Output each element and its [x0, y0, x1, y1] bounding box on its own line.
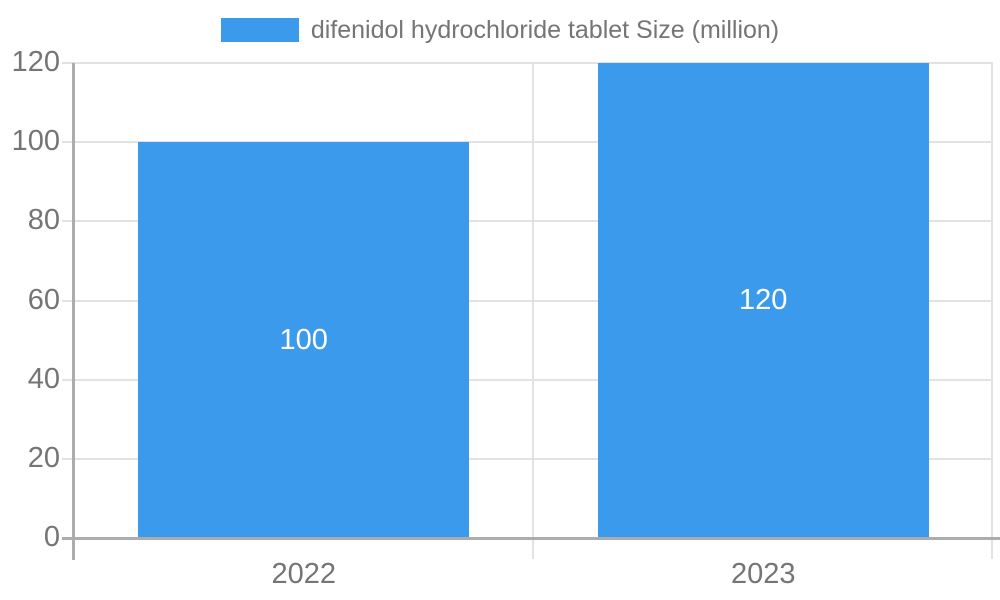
- y-axis-line: [72, 63, 75, 560]
- y-tick-label: 100: [11, 125, 60, 158]
- y-axis-labels: 0 20 40 60 80 100 120: [0, 0, 60, 600]
- y-tick-label: 0: [43, 520, 60, 553]
- legend: difenidol hydrochloride tablet Size (mil…: [0, 14, 1000, 46]
- x-tick-label: 2023: [730, 558, 796, 590]
- legend-label: difenidol hydrochloride tablet Size (mil…: [310, 15, 780, 44]
- gridline: [62, 378, 993, 381]
- gridline: [62, 62, 993, 64]
- plot-area: 100 120: [62, 62, 1000, 560]
- category-boundary-line: [531, 63, 534, 559]
- bar-2022[interactable]: 100: [138, 142, 470, 538]
- category-boundary-line: [991, 63, 993, 559]
- gridline: [62, 220, 993, 223]
- legend-item[interactable]: difenidol hydrochloride tablet Size (mil…: [220, 15, 780, 45]
- y-tick-label: 20: [27, 441, 60, 474]
- y-tick-label: 60: [27, 283, 60, 316]
- gridline: [62, 299, 993, 302]
- gridline: [62, 457, 993, 460]
- y-tick-label: 80: [27, 204, 60, 237]
- bar-value-label: 120: [739, 284, 788, 316]
- y-tick-label: 120: [11, 45, 60, 78]
- bar-value-label: 100: [279, 323, 328, 356]
- x-tick-label: 2022: [271, 558, 337, 590]
- x-axis-labels: 2022 2023: [74, 552, 993, 596]
- legend-swatch: [220, 18, 299, 42]
- y-tick-label: 40: [27, 362, 60, 395]
- x-axis-line: [62, 537, 1000, 540]
- gridline: [62, 141, 993, 144]
- bar-2023[interactable]: 120: [597, 63, 929, 538]
